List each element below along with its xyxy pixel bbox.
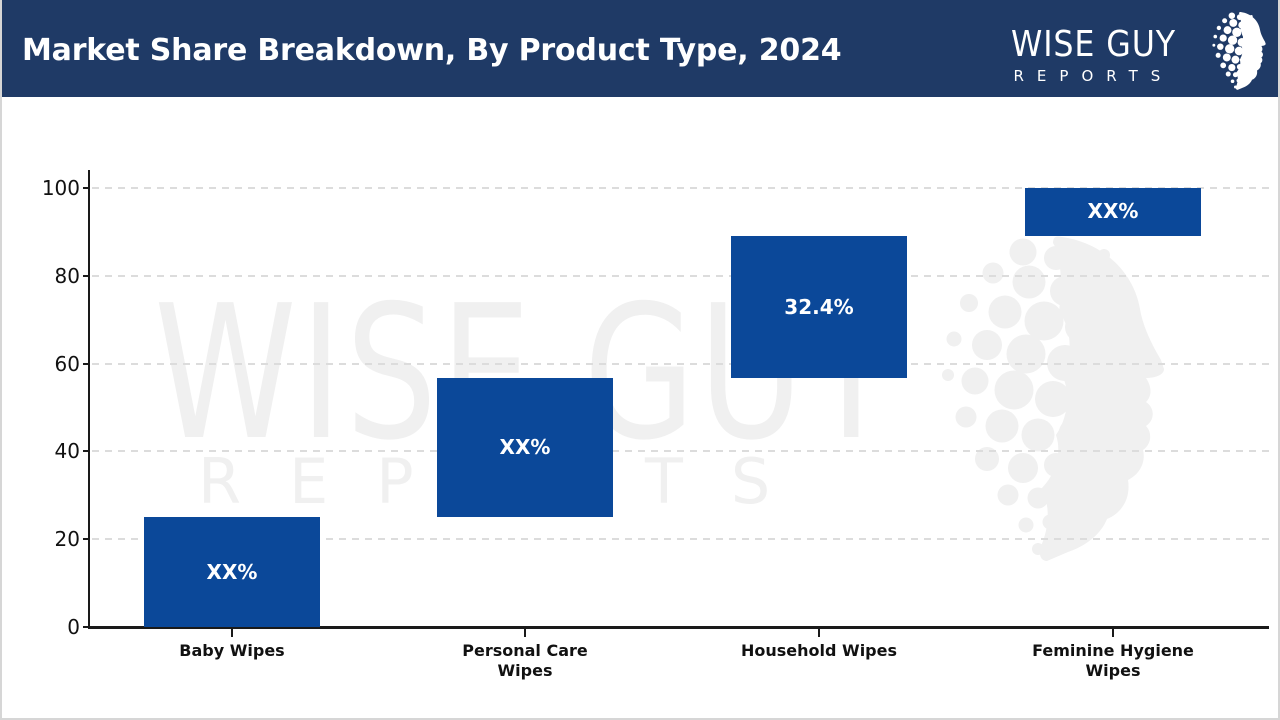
x-category-label-line: Personal Care bbox=[462, 641, 588, 660]
x-category-label: Personal Care Wipes bbox=[415, 641, 635, 681]
bar-value-label: XX% bbox=[499, 435, 551, 460]
y-tick-label: 60 bbox=[54, 351, 80, 376]
bar bbox=[437, 378, 613, 517]
gridline bbox=[92, 538, 1269, 541]
logo-wordmark-line2: REPORTS bbox=[1013, 67, 1174, 85]
x-tick-mark bbox=[524, 629, 526, 637]
gridline bbox=[92, 450, 1269, 453]
bar bbox=[731, 235, 907, 379]
wiseguy-logo: WISE GUY REPORTS bbox=[1011, 6, 1270, 92]
gridline bbox=[92, 187, 1269, 189]
x-category-label: Baby Wipes bbox=[122, 641, 342, 661]
y-tick-label: 100 bbox=[41, 176, 80, 200]
bar bbox=[1025, 188, 1201, 236]
gridline bbox=[92, 274, 1269, 277]
x-category-label: Feminine Hygiene Wipes bbox=[1003, 641, 1223, 681]
x-category-label-line: Wipes bbox=[497, 661, 553, 680]
y-tick-mark bbox=[83, 187, 90, 189]
x-category-label-line: Wipes bbox=[1085, 661, 1141, 680]
x-tick-mark bbox=[1112, 629, 1114, 637]
y-tick-mark bbox=[83, 450, 90, 453]
y-tick-mark bbox=[83, 274, 90, 277]
y-tick-mark bbox=[83, 538, 90, 541]
bar-value-label: 32.4% bbox=[784, 294, 854, 319]
y-tick-label: 20 bbox=[54, 527, 80, 552]
x-category-label-line: Household Wipes bbox=[741, 641, 897, 660]
y-tick-label: 80 bbox=[54, 263, 80, 288]
page-title: Market Share Breakdown, By Product Type,… bbox=[22, 33, 842, 68]
bar-value-label: XX% bbox=[206, 559, 258, 584]
logo-wordmark: WISE GUY REPORTS bbox=[1011, 24, 1199, 85]
bar-value-label: XX% bbox=[1087, 199, 1139, 223]
logo-wordmark-line1: WISE GUY bbox=[1010, 24, 1176, 65]
axis-x bbox=[88, 626, 1269, 629]
y-tick-label: 0 bbox=[67, 615, 80, 639]
y-tick-mark bbox=[83, 626, 90, 628]
x-category-label-line: Feminine Hygiene bbox=[1032, 641, 1194, 660]
x-category-label: Household Wipes bbox=[709, 641, 929, 661]
gridline bbox=[92, 362, 1269, 365]
x-tick-mark bbox=[231, 629, 233, 637]
report-header: Market Share Breakdown, By Product Type,… bbox=[2, 0, 1278, 97]
y-tick-label: 40 bbox=[54, 439, 80, 464]
bar bbox=[144, 516, 320, 627]
axis-y bbox=[88, 170, 90, 629]
x-category-label-line: Baby Wipes bbox=[179, 641, 285, 660]
y-tick-mark bbox=[83, 362, 90, 365]
x-tick-mark bbox=[818, 629, 820, 637]
